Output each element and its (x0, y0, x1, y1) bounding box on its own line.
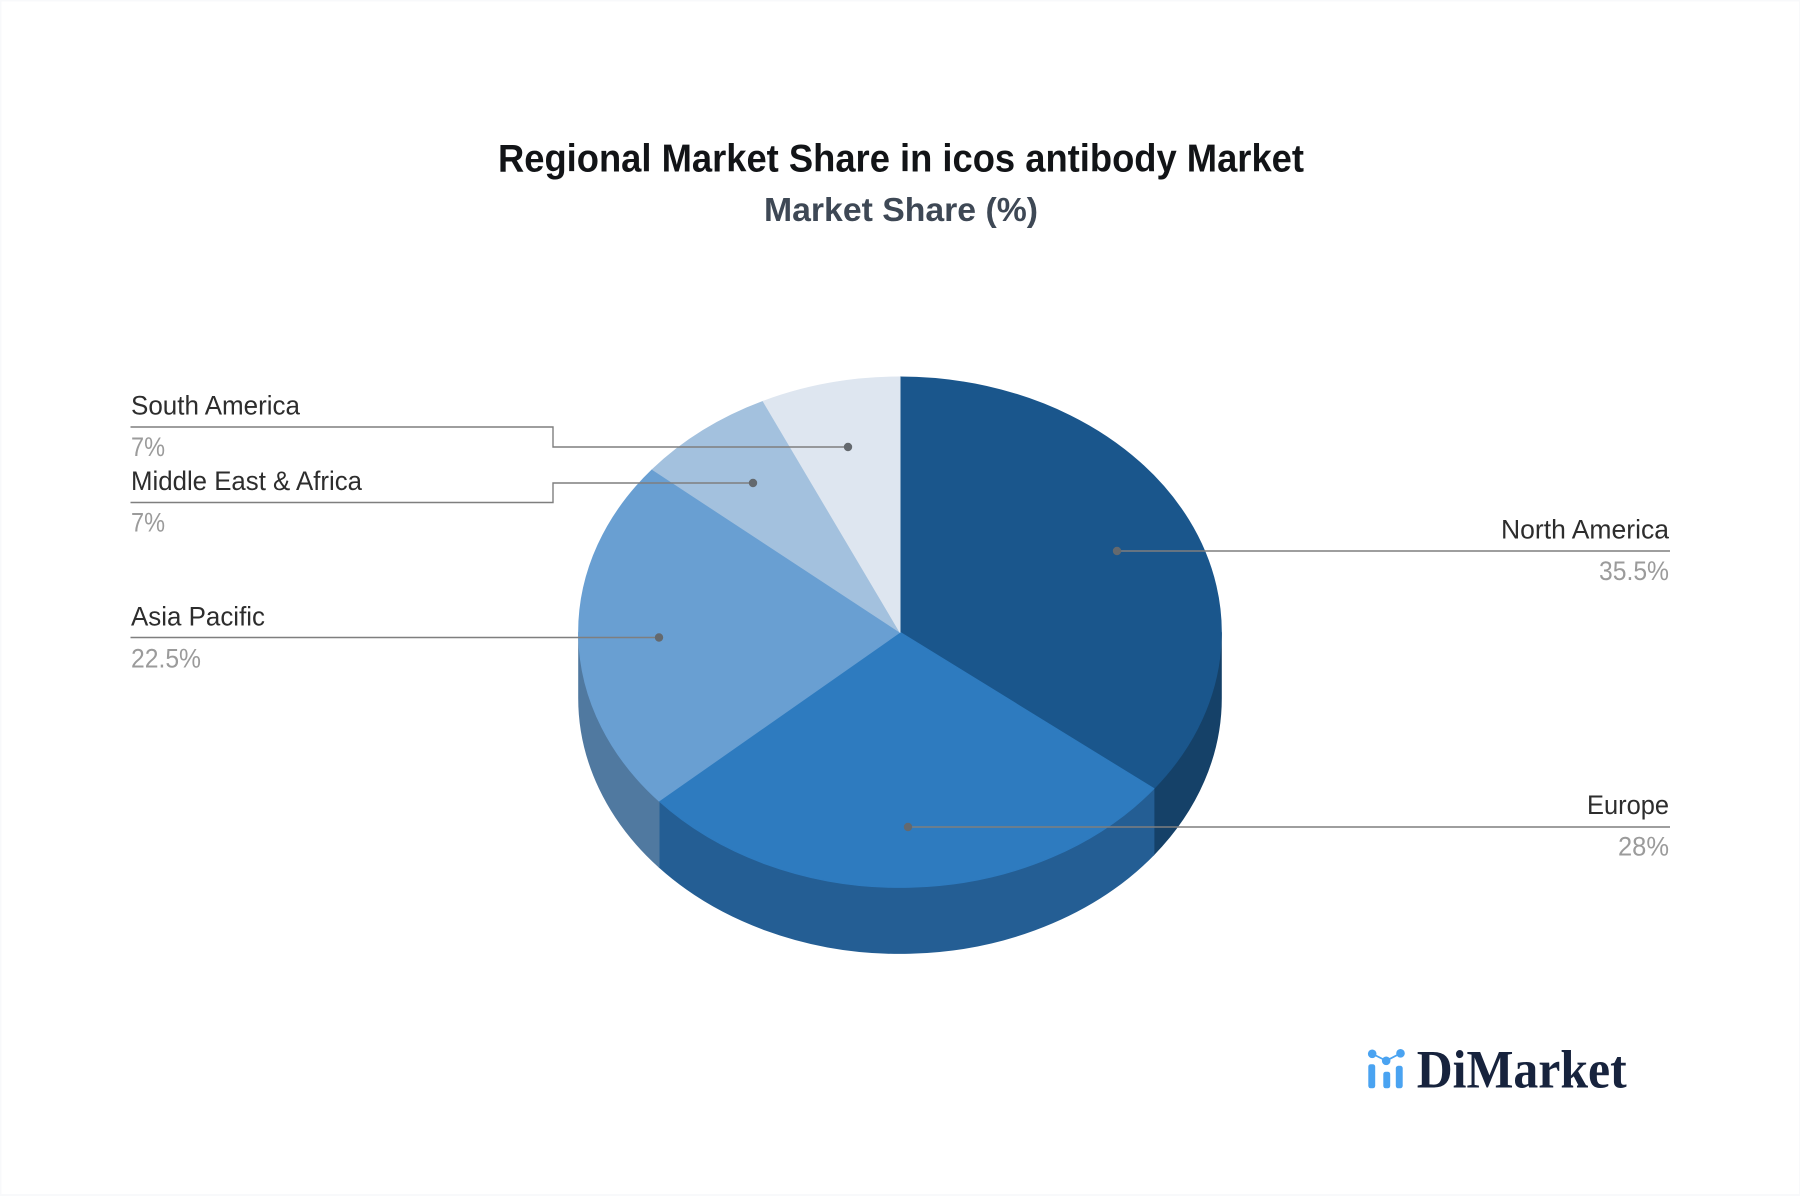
svg-text:Market Share (%): Market Share (%) (764, 191, 1038, 228)
svg-text:Middle East & Africa: Middle East & Africa (131, 466, 363, 496)
svg-text:7%: 7% (131, 432, 165, 462)
svg-text:22.5%: 22.5% (131, 644, 201, 674)
svg-text:North America: North America (1501, 515, 1670, 545)
svg-text:35.5%: 35.5% (1599, 556, 1669, 586)
svg-text:Regional Market Share in icos: Regional Market Share in icos antibody M… (498, 138, 1304, 181)
svg-text:Asia Pacific: Asia Pacific (131, 602, 265, 632)
svg-text:South America: South America (131, 391, 301, 421)
svg-text:Europe: Europe (1587, 790, 1669, 820)
svg-text:DiMarket: DiMarket (1417, 1040, 1627, 1100)
svg-text:28%: 28% (1618, 832, 1669, 862)
svg-text:7%: 7% (131, 508, 165, 538)
